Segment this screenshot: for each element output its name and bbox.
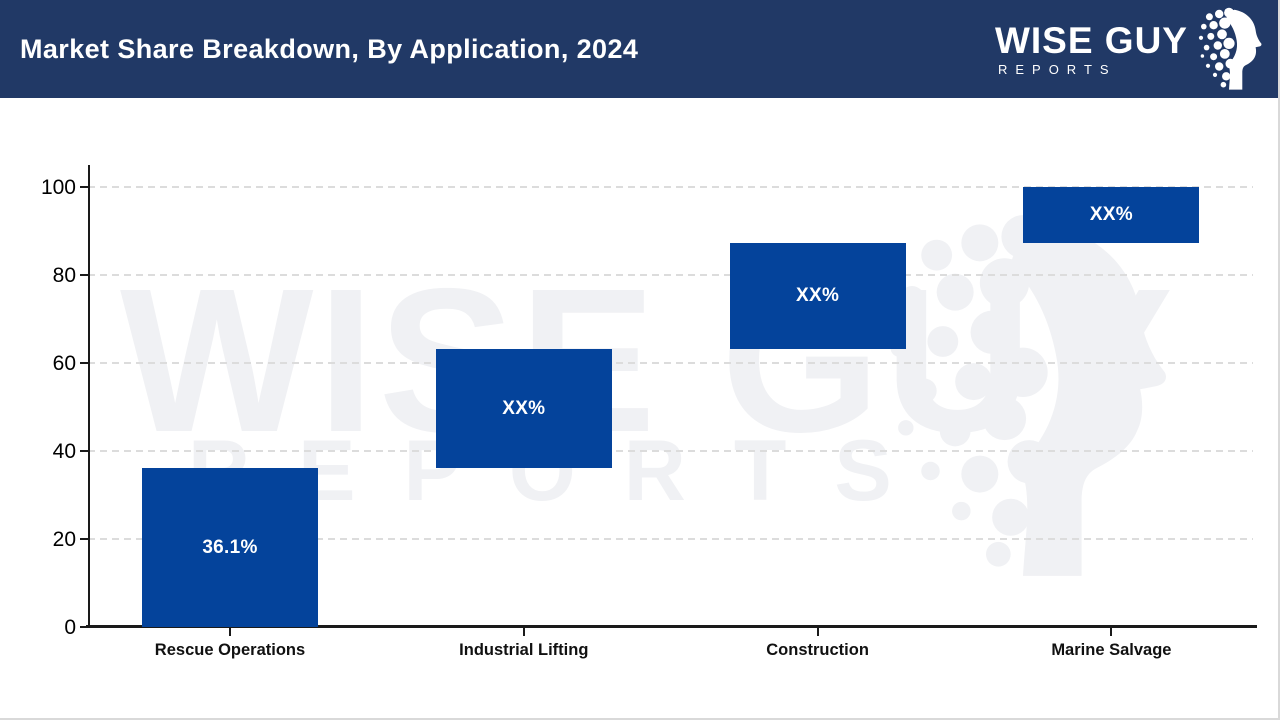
- bar-value-label: XX%: [502, 397, 546, 419]
- y-gridline: [88, 538, 1253, 540]
- page-title: Market Share Breakdown, By Application, …: [20, 33, 639, 64]
- bar-value-label: 36.1%: [202, 536, 258, 558]
- brand-logo: WISE GUY REPORTS: [995, 7, 1264, 91]
- y-tick-label: 0: [64, 616, 76, 639]
- y-tick-label: 20: [52, 528, 76, 551]
- x-tick: [1110, 628, 1113, 636]
- y-gridline: [88, 274, 1253, 276]
- y-tick-label: 40: [52, 440, 76, 463]
- x-tick: [229, 628, 231, 636]
- bar-value-label: XX%: [1089, 204, 1133, 226]
- y-tick-label: 60: [52, 352, 76, 375]
- header: Market Share Breakdown, By Application, …: [0, 0, 1278, 98]
- y-tick: [80, 186, 88, 188]
- y-gridline: [88, 186, 1253, 188]
- bar-segment: XX%: [435, 348, 612, 469]
- category-label: Construction: [766, 641, 869, 659]
- x-tick: [816, 628, 819, 636]
- y-gridline: [88, 362, 1253, 364]
- y-tick: [80, 362, 88, 364]
- category-label: Industrial Lifting: [459, 641, 589, 659]
- y-tick-label: 100: [40, 176, 76, 199]
- y-tick: [80, 626, 88, 628]
- bar-segment: XX%: [729, 243, 906, 349]
- x-axis-line: [86, 625, 1257, 628]
- x-tick: [522, 628, 525, 636]
- y-gridline: [88, 450, 1253, 452]
- bar-value-label: XX%: [796, 285, 840, 307]
- category-label: Marine Salvage: [1051, 641, 1172, 659]
- y-tick-label: 80: [52, 264, 76, 287]
- category-label: Rescue Operations: [154, 641, 306, 659]
- y-tick: [80, 450, 88, 452]
- y-axis-line: [88, 165, 90, 628]
- brand-logo-text: WISE GUY REPORTS: [995, 22, 1188, 77]
- bar-segment: 36.1%: [142, 468, 318, 627]
- logo-subtext: REPORTS: [997, 61, 1117, 77]
- logo-wordmark: WISE GUY: [994, 19, 1188, 61]
- logo-head-icon: [1198, 7, 1262, 90]
- y-tick: [80, 274, 88, 276]
- watermark-head-icon: [890, 215, 1166, 576]
- y-tick: [80, 538, 88, 540]
- bar-segment: XX%: [1023, 187, 1200, 244]
